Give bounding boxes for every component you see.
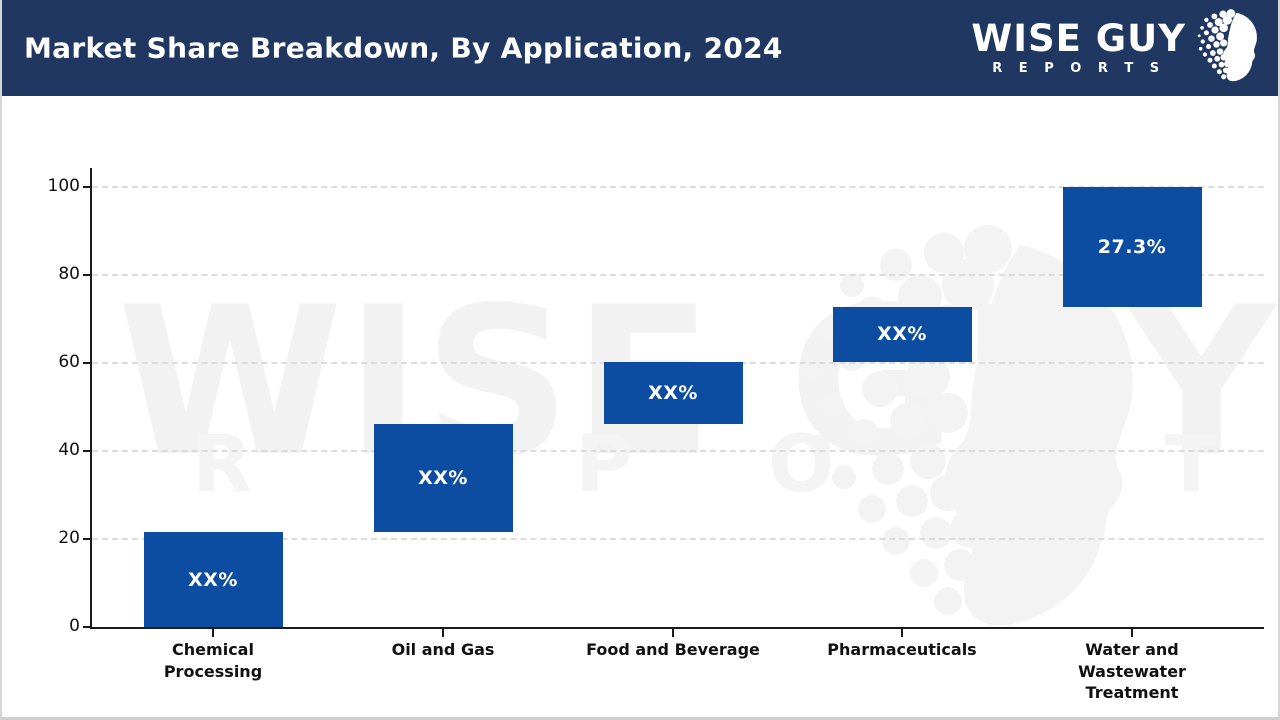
wiseguy-logo: WISE GUY R E P O R T S <box>971 6 1264 92</box>
x-category-label: Food and Beverage <box>586 640 760 659</box>
bar-value-label: XX% <box>418 467 468 490</box>
page-title: Market Share Breakdown, By Application, … <box>24 31 783 65</box>
y-tick-label: 60 <box>58 352 80 372</box>
x-category-label: Chemical Processing <box>163 640 263 681</box>
x-category-label: Water and Wastewater Treatment <box>1078 640 1186 703</box>
waterfall-bar: XX% <box>832 307 972 362</box>
header-bar: Market Share Breakdown, By Application, … <box>2 0 1278 96</box>
waterfall-bar: 27.3% <box>1062 187 1202 308</box>
waterfall-bar: XX% <box>143 532 283 627</box>
gridline <box>92 274 1264 276</box>
x-axis-line <box>90 627 1264 629</box>
waterfall-chart: WISE GUY R E P O R T S 020406080100XX%Ch… <box>2 96 1278 717</box>
y-tick-mark <box>83 538 91 540</box>
logo-wordmark: WISE GUY R E P O R T S <box>971 17 1186 76</box>
x-category-label: Pharmaceuticals <box>827 640 977 659</box>
y-tick-mark <box>83 274 91 276</box>
logo-text-wise-guy: WISE GUY <box>971 17 1186 60</box>
waterfall-bar: XX% <box>373 424 513 533</box>
bar-value-label: XX% <box>188 568 238 591</box>
gridline <box>92 186 1264 188</box>
y-axis-line <box>90 168 92 629</box>
bar-value-label: XX% <box>877 323 927 346</box>
gridline <box>92 450 1264 452</box>
y-tick-mark <box>83 450 91 452</box>
y-tick-label: 0 <box>69 616 80 636</box>
x-category-label: Oil and Gas <box>391 640 495 659</box>
y-tick-mark <box>83 626 91 628</box>
x-tick-mark <box>442 629 444 637</box>
watermark-head-icon <box>804 225 1133 626</box>
y-tick-mark <box>83 362 91 364</box>
y-tick-label: 20 <box>58 528 80 548</box>
bar-value-label: 27.3% <box>1097 236 1167 259</box>
y-tick-label: 80 <box>58 264 80 284</box>
logo-text-reports: R E P O R T S <box>992 60 1166 76</box>
bar-value-label: XX% <box>648 381 698 404</box>
logo-head-icon <box>1197 9 1257 82</box>
x-tick-mark <box>672 629 674 637</box>
x-tick-mark <box>1131 629 1133 637</box>
x-tick-mark <box>212 629 214 637</box>
y-tick-label: 40 <box>58 440 80 460</box>
gridline <box>92 538 1264 540</box>
x-tick-mark <box>901 629 903 637</box>
waterfall-bar: XX% <box>603 361 743 425</box>
y-tick-label: 100 <box>47 176 80 196</box>
y-tick-mark <box>83 186 91 188</box>
